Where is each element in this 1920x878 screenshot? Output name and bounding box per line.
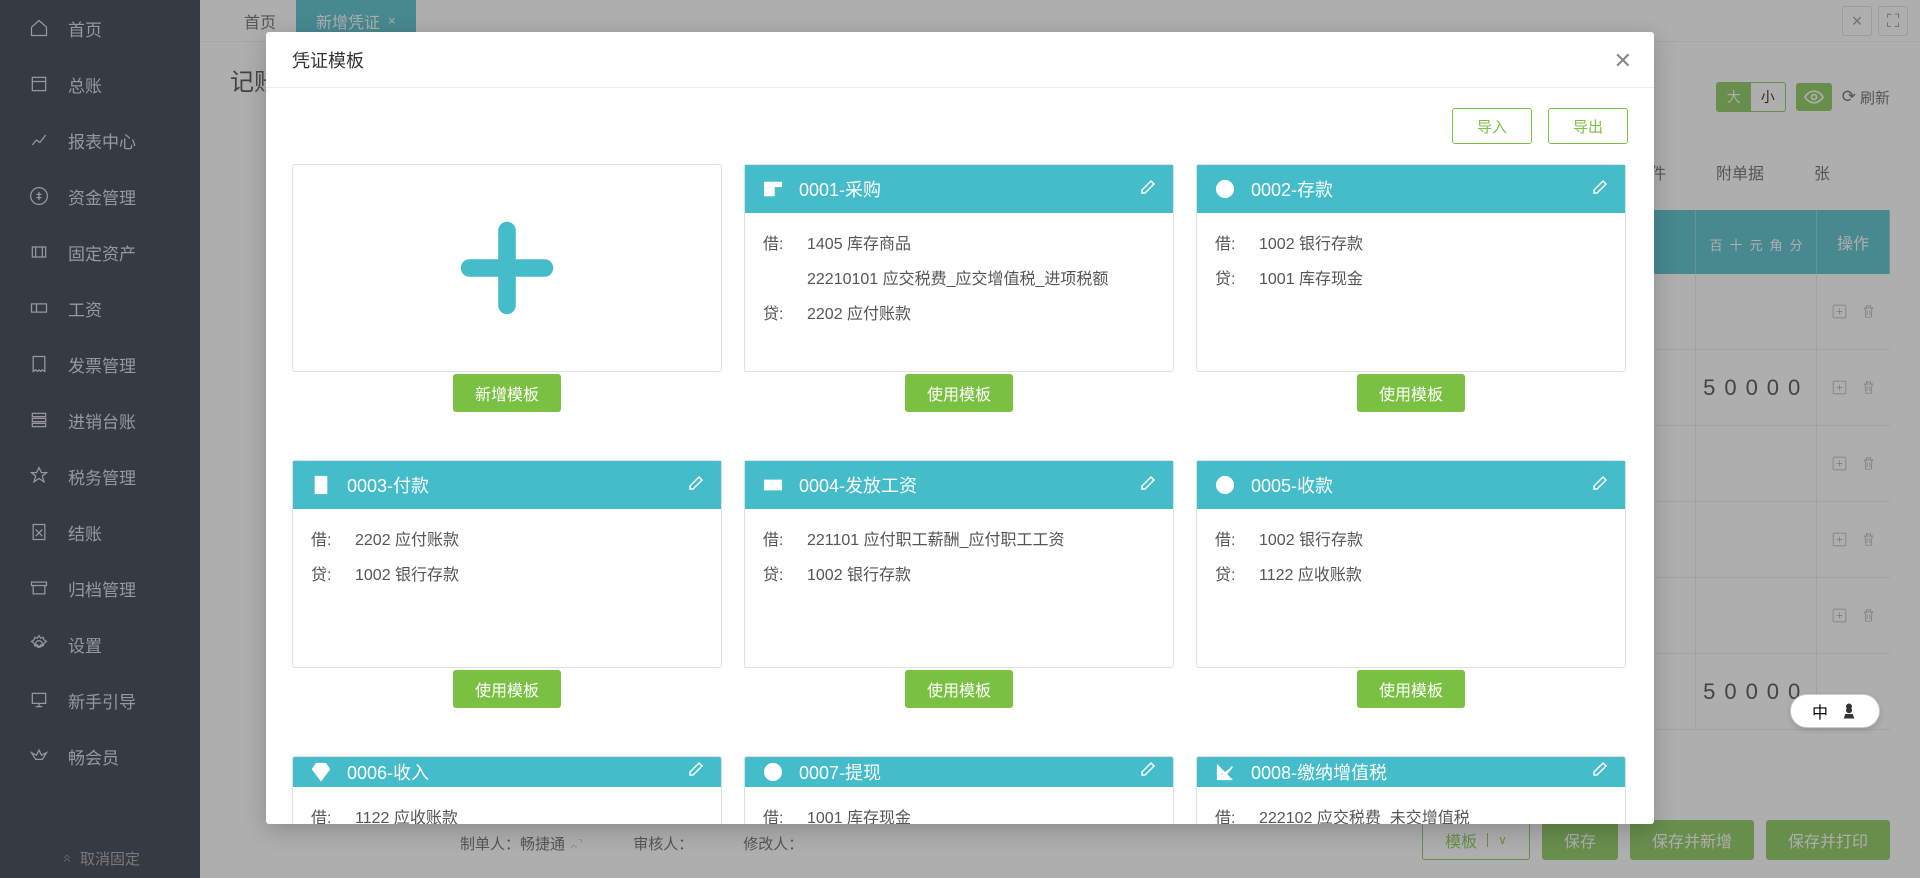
template-body: 借:1002 银行存款贷:1001 库存现金 [1197, 213, 1625, 371]
template-line: 22210101 应交税费_应交增值税_进项税额 [763, 262, 1155, 297]
template-type-icon [761, 760, 785, 784]
template-card: 0002-存款 借:1002 银行存款贷:1001 库存现金 [1196, 164, 1626, 372]
template-type-icon [761, 473, 785, 497]
template-body: 借:1122 应收账款 [293, 787, 721, 824]
add-template-button[interactable]: 新增模板 [453, 374, 561, 412]
template-card-header: 0007-提现 [745, 757, 1173, 787]
template-type-icon [761, 177, 785, 201]
use-template-button[interactable]: 使用模板 [1357, 374, 1465, 412]
edit-template-icon[interactable] [1591, 178, 1609, 201]
edit-template-icon[interactable] [1139, 760, 1157, 783]
template-line: 贷:1002 银行存款 [311, 558, 703, 593]
template-card-header: 0004-发放工资 [745, 461, 1173, 509]
template-body: 借:221101 应付职工薪酬_应付职工工资贷:1002 银行存款 [745, 509, 1173, 667]
template-line: 贷:1122 应收账款 [1215, 558, 1607, 593]
template-code: 0001-采购 [799, 176, 881, 202]
template-type-icon [309, 760, 333, 784]
template-body: 借:1002 银行存款贷:1122 应收账款 [1197, 509, 1625, 667]
edit-template-icon[interactable] [1139, 178, 1157, 201]
template-card-header: 0003-付款 [293, 461, 721, 509]
template-line: 借:1002 银行存款 [1215, 227, 1607, 262]
template-body: 借:1405 库存商品22210101 应交税费_应交增值税_进项税额贷:220… [745, 213, 1173, 371]
modal-close-icon[interactable]: ✕ [1614, 48, 1632, 74]
template-card: 0006-收入 借:1122 应收账款 [292, 756, 722, 824]
template-line: 借:1002 银行存款 [1215, 523, 1607, 558]
template-card: 0004-发放工资 借:221101 应付职工薪酬_应付职工工资贷:1002 银… [744, 460, 1174, 668]
template-code: 0008-缴纳增值税 [1251, 759, 1387, 785]
edit-template-icon[interactable] [687, 474, 705, 497]
template-card-header: 0006-收入 [293, 757, 721, 787]
use-template-button[interactable]: 使用模板 [1357, 670, 1465, 708]
template-type-icon [1213, 177, 1237, 201]
template-line: 借:222102 应交税费_未交增值税 [1215, 801, 1607, 824]
edit-template-icon[interactable] [1139, 474, 1157, 497]
template-card: 0007-提现 借:1001 库存现金 [744, 756, 1174, 824]
template-body: 借:222102 应交税费_未交增值税 [1197, 787, 1625, 824]
template-code: 0004-发放工资 [799, 472, 917, 498]
template-card-header: 0008-缴纳增值税 [1197, 757, 1625, 787]
template-card-header: 0005-收款 [1197, 461, 1625, 509]
ime-indicator[interactable]: 中 [1790, 694, 1880, 728]
template-code: 0003-付款 [347, 472, 429, 498]
template-modal: 凭证模板 ✕ 导入 导出 新增模板 0001-采购 借:1405 库存商品222… [266, 32, 1654, 824]
template-body: 借:2202 应付账款贷:1002 银行存款 [293, 509, 721, 667]
template-line: 贷:2202 应付账款 [763, 297, 1155, 332]
edit-template-icon[interactable] [1591, 474, 1609, 497]
import-button[interactable]: 导入 [1452, 108, 1532, 144]
template-line: 借:221101 应付职工薪酬_应付职工工资 [763, 523, 1155, 558]
add-template-card[interactable] [292, 164, 722, 372]
template-code: 0005-收款 [1251, 472, 1333, 498]
template-line: 贷:1002 银行存款 [763, 558, 1155, 593]
use-template-button[interactable]: 使用模板 [453, 670, 561, 708]
template-code: 0006-收入 [347, 759, 429, 785]
template-type-icon [1213, 760, 1237, 784]
template-body: 借:1001 库存现金 [745, 787, 1173, 824]
template-card-header: 0002-存款 [1197, 165, 1625, 213]
edit-template-icon[interactable] [687, 760, 705, 783]
template-card-header: 0001-采购 [745, 165, 1173, 213]
template-line: 借:1122 应收账款 [311, 801, 703, 824]
modal-title: 凭证模板 [266, 32, 1654, 88]
template-card: 0008-缴纳增值税 借:222102 应交税费_未交增值税 [1196, 756, 1626, 824]
export-button[interactable]: 导出 [1548, 108, 1628, 144]
use-template-button[interactable]: 使用模板 [905, 670, 1013, 708]
template-code: 0007-提现 [799, 759, 881, 785]
template-line: 借:2202 应付账款 [311, 523, 703, 558]
template-card: 0005-收款 借:1002 银行存款贷:1122 应收账款 [1196, 460, 1626, 668]
template-code: 0002-存款 [1251, 176, 1333, 202]
template-line: 借:1001 库存现金 [763, 801, 1155, 824]
template-line: 借:1405 库存商品 [763, 227, 1155, 262]
template-type-icon [1213, 473, 1237, 497]
edit-template-icon[interactable] [1591, 760, 1609, 783]
template-card: 0001-采购 借:1405 库存商品22210101 应交税费_应交增值税_进… [744, 164, 1174, 372]
use-template-button[interactable]: 使用模板 [905, 374, 1013, 412]
template-type-icon [309, 473, 333, 497]
template-line: 贷:1001 库存现金 [1215, 262, 1607, 297]
template-card: 0003-付款 借:2202 应付账款贷:1002 银行存款 [292, 460, 722, 668]
